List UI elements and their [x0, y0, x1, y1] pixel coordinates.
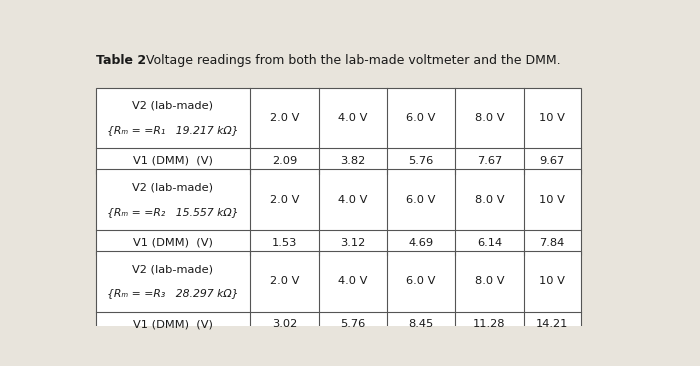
Text: V2 (lab-made): V2 (lab-made) — [132, 101, 214, 111]
Text: 3.02: 3.02 — [272, 319, 297, 329]
Text: Table 2: Table 2 — [96, 54, 146, 67]
Bar — [96, 251, 580, 337]
Text: 7.84: 7.84 — [540, 238, 565, 248]
Text: 3.82: 3.82 — [340, 156, 365, 166]
Text: 14.21: 14.21 — [536, 319, 568, 329]
Text: 4.0 V: 4.0 V — [338, 113, 368, 123]
Text: {Rₘ = =R₃   28.297 kΩ}: {Rₘ = =R₃ 28.297 kΩ} — [107, 288, 239, 298]
Text: 2.0 V: 2.0 V — [270, 276, 299, 286]
Text: 5.76: 5.76 — [340, 319, 365, 329]
Text: {Rₘ = =R₂   15.557 kΩ}: {Rₘ = =R₂ 15.557 kΩ} — [107, 207, 239, 217]
Text: V1 (DMM)  (V): V1 (DMM) (V) — [133, 156, 213, 166]
Text: 4.0 V: 4.0 V — [338, 276, 368, 286]
Text: V1 (DMM)  (V): V1 (DMM) (V) — [133, 238, 213, 248]
Text: 6.0 V: 6.0 V — [407, 276, 436, 286]
Text: 8.0 V: 8.0 V — [475, 276, 504, 286]
Text: V2 (lab-made): V2 (lab-made) — [132, 264, 214, 274]
Text: 5.76: 5.76 — [409, 156, 434, 166]
Text: 8.45: 8.45 — [409, 319, 434, 329]
Text: 3.12: 3.12 — [340, 238, 365, 248]
Text: 11.28: 11.28 — [473, 319, 505, 329]
Text: 8.0 V: 8.0 V — [475, 195, 504, 205]
Bar — [96, 87, 580, 173]
Text: 4.0 V: 4.0 V — [338, 195, 368, 205]
Text: V2 (lab-made): V2 (lab-made) — [132, 183, 214, 193]
Text: V1 (DMM)  (V): V1 (DMM) (V) — [133, 319, 213, 329]
Text: 6.0 V: 6.0 V — [407, 113, 436, 123]
Bar — [96, 169, 580, 255]
Text: 4.69: 4.69 — [409, 238, 434, 248]
Text: 2.09: 2.09 — [272, 156, 297, 166]
Text: 2.0 V: 2.0 V — [270, 195, 299, 205]
Text: 9.67: 9.67 — [540, 156, 565, 166]
Text: 6.14: 6.14 — [477, 238, 502, 248]
Text: {Rₘ = =R₁   19.217 kΩ}: {Rₘ = =R₁ 19.217 kΩ} — [107, 125, 239, 135]
Text: Voltage readings from both the lab-made voltmeter and the DMM.: Voltage readings from both the lab-made … — [141, 54, 561, 67]
Text: 10 V: 10 V — [539, 276, 565, 286]
Text: 7.67: 7.67 — [477, 156, 502, 166]
Text: 8.0 V: 8.0 V — [475, 113, 504, 123]
Text: 2.0 V: 2.0 V — [270, 113, 299, 123]
Text: 6.0 V: 6.0 V — [407, 195, 436, 205]
Text: 10 V: 10 V — [539, 113, 565, 123]
Text: 10 V: 10 V — [539, 195, 565, 205]
Text: 1.53: 1.53 — [272, 238, 297, 248]
